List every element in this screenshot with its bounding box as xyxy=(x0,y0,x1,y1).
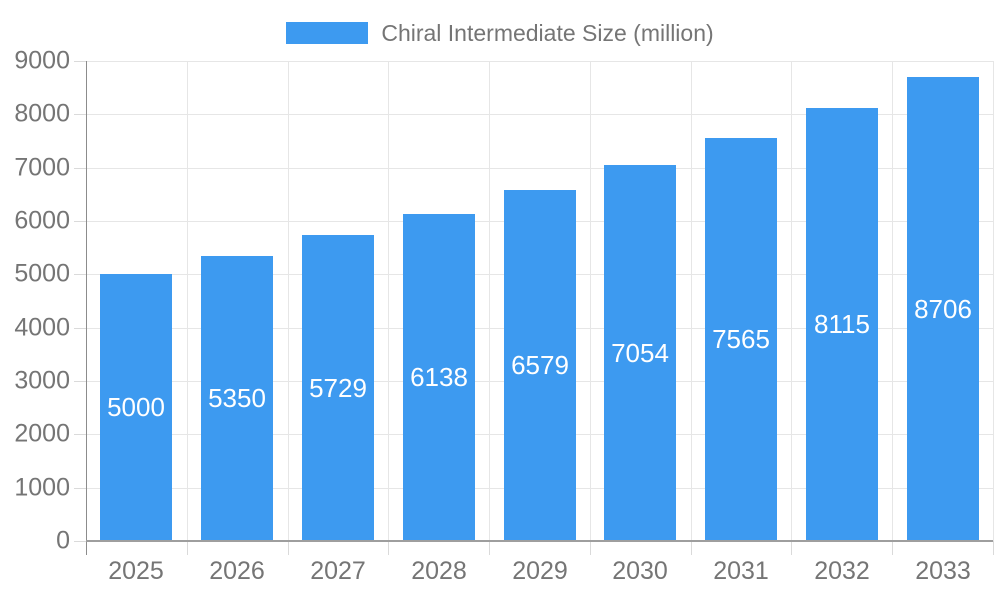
y-axis-tick xyxy=(74,274,86,275)
y-axis-line xyxy=(86,61,87,555)
y-tick-label: 6000 xyxy=(14,206,70,235)
x-tick-label: 2033 xyxy=(915,557,971,585)
bar-value-label: 7565 xyxy=(712,324,770,354)
x-axis-line xyxy=(86,540,993,542)
bar-value-label: 5350 xyxy=(208,383,266,413)
bar-2025: 5000 xyxy=(100,274,172,541)
category-boundary-gridline xyxy=(187,61,188,541)
y-gridline xyxy=(86,168,993,169)
y-tick-label: 2000 xyxy=(14,419,70,448)
y-tick-label: 7000 xyxy=(14,153,70,182)
bar-2031: 7565 xyxy=(705,138,777,541)
x-axis-tick xyxy=(288,541,289,555)
category-boundary-gridline xyxy=(590,61,591,541)
bar-2028: 6138 xyxy=(403,214,475,541)
category-boundary-gridline xyxy=(691,61,692,541)
bar-2032: 8115 xyxy=(806,108,878,541)
x-tick-label: 2031 xyxy=(713,557,769,585)
legend: Chiral Intermediate Size (million) xyxy=(0,21,1000,45)
y-tick-label: 3000 xyxy=(14,366,70,395)
y-axis-tick xyxy=(74,168,86,169)
y-tick-label: 4000 xyxy=(14,313,70,342)
y-axis-tick xyxy=(74,488,86,489)
x-tick-label: 2030 xyxy=(612,557,668,585)
bar-value-label: 5000 xyxy=(107,392,165,422)
category-boundary-gridline xyxy=(388,61,389,541)
x-tick-label: 2028 xyxy=(411,557,467,585)
bar-2027: 5729 xyxy=(302,235,374,541)
x-axis-tick xyxy=(993,541,994,555)
bar-2033: 8706 xyxy=(907,77,979,541)
x-axis-tick xyxy=(590,541,591,555)
bar-value-label: 6579 xyxy=(511,350,569,380)
x-axis-tick xyxy=(691,541,692,555)
bar-2026: 5350 xyxy=(201,256,273,541)
y-tick-label: 0 xyxy=(56,526,70,555)
x-tick-label: 2027 xyxy=(310,557,366,585)
y-tick-label: 8000 xyxy=(14,99,70,128)
y-gridline xyxy=(86,61,993,62)
y-tick-label: 5000 xyxy=(14,259,70,288)
y-axis-tick xyxy=(74,434,86,435)
legend-swatch xyxy=(286,22,369,44)
category-boundary-gridline xyxy=(993,61,994,541)
category-boundary-gridline xyxy=(489,61,490,541)
bar-value-label: 7054 xyxy=(611,337,669,368)
y-axis-tick xyxy=(74,381,86,382)
x-tick-label: 2025 xyxy=(108,557,164,585)
legend-label: Chiral Intermediate Size (million) xyxy=(381,20,714,46)
x-tick-label: 2026 xyxy=(209,557,265,585)
category-boundary-gridline xyxy=(892,61,893,541)
y-axis-tick xyxy=(74,541,86,542)
x-axis-tick xyxy=(791,541,792,555)
bar-value-label: 8115 xyxy=(814,309,870,339)
y-axis-tick xyxy=(74,114,86,115)
x-tick-label: 2032 xyxy=(814,557,870,585)
y-axis-tick xyxy=(74,328,86,329)
y-gridline xyxy=(86,114,993,115)
x-tick-label: 2029 xyxy=(512,557,568,585)
bar-value-label: 8706 xyxy=(914,293,972,324)
y-tick-label: 9000 xyxy=(14,46,70,75)
category-boundary-gridline xyxy=(791,61,792,541)
y-tick-label: 1000 xyxy=(14,473,70,502)
x-axis-tick xyxy=(187,541,188,555)
bar-value-label: 6138 xyxy=(410,362,468,392)
y-axis-tick xyxy=(74,61,86,62)
bar-2030: 7054 xyxy=(604,165,676,541)
x-axis-tick xyxy=(388,541,389,555)
x-axis-tick xyxy=(489,541,490,555)
y-axis-tick xyxy=(74,221,86,222)
bar-value-label: 5729 xyxy=(309,372,367,403)
x-axis-tick xyxy=(892,541,893,555)
bar-2029: 6579 xyxy=(504,190,576,541)
category-boundary-gridline xyxy=(288,61,289,541)
